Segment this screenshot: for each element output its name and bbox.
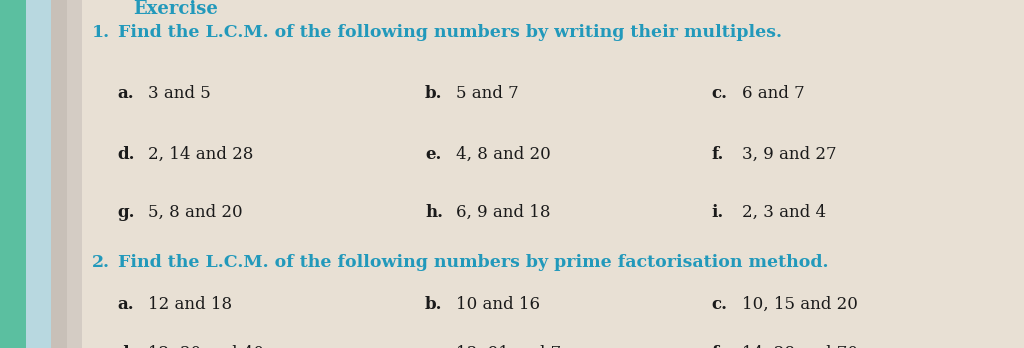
Text: b.: b. [425,85,442,102]
Text: Find the L.C.M. of the following numbers by prime factorisation method.: Find the L.C.M. of the following numbers… [118,254,828,271]
Text: 2.: 2. [92,254,111,271]
Text: 2, 3 and 4: 2, 3 and 4 [742,204,826,221]
Text: 4, 8 and 20: 4, 8 and 20 [456,146,551,163]
Text: Find the L.C.M. of the following numbers by writing their multiples.: Find the L.C.M. of the following numbers… [118,24,781,41]
Text: i.: i. [712,204,724,221]
Text: c.: c. [712,85,728,102]
Text: 3 and 5: 3 and 5 [148,85,211,102]
Text: b.: b. [425,296,442,313]
Bar [67,0,82,348]
Text: f.: f. [712,146,724,163]
Text: 1.: 1. [92,24,111,41]
Bar [0,0,26,348]
Bar [26,0,51,348]
Text: e.: e. [425,146,441,163]
Text: 5 and 7: 5 and 7 [456,85,518,102]
Text: 6 and 7: 6 and 7 [742,85,805,102]
Text: f.: f. [712,345,724,348]
Text: a.: a. [118,296,134,313]
Text: a.: a. [118,85,134,102]
Text: 2, 14 and 28: 2, 14 and 28 [148,146,254,163]
Text: e.: e. [425,345,441,348]
Text: h.: h. [425,204,443,221]
Text: 3, 9 and 27: 3, 9 and 27 [742,146,837,163]
Text: 10 and 16: 10 and 16 [456,296,540,313]
Text: 10, 15 and 20: 10, 15 and 20 [742,296,858,313]
Text: 5, 8 and 20: 5, 8 and 20 [148,204,243,221]
Text: d.: d. [118,146,135,163]
Text: Exercise: Exercise [133,0,218,18]
Text: g.: g. [118,204,135,221]
Text: d.: d. [118,345,135,348]
Text: c.: c. [712,296,728,313]
Text: 13, 91 and 7: 13, 91 and 7 [456,345,561,348]
Text: 12 and 18: 12 and 18 [148,296,232,313]
Text: 12, 30 and 40: 12, 30 and 40 [148,345,264,348]
Text: 6, 9 and 18: 6, 9 and 18 [456,204,550,221]
Text: 14, 28 and 70: 14, 28 and 70 [742,345,858,348]
